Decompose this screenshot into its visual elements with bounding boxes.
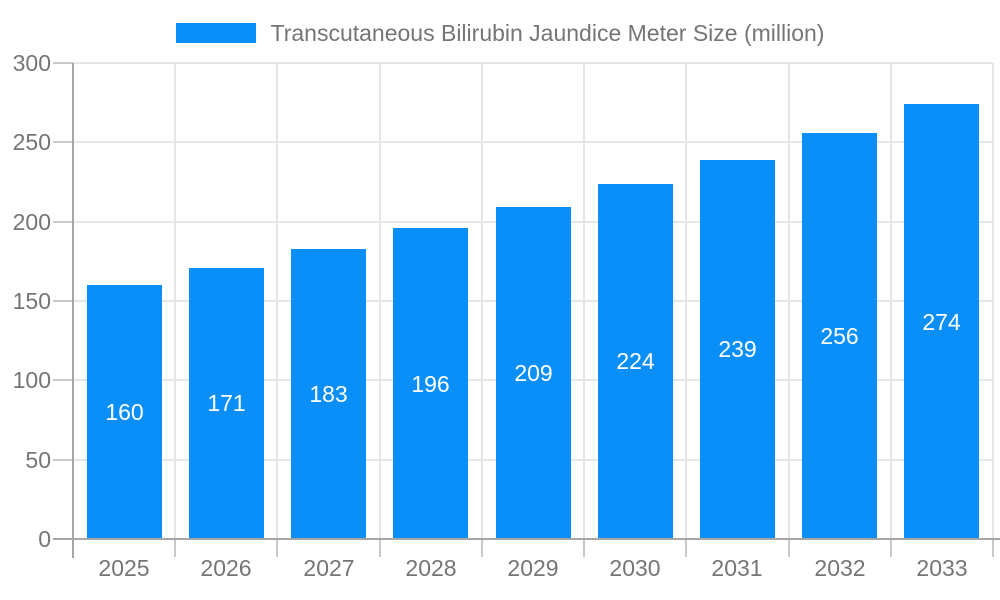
y-axis-label: 200: [12, 209, 51, 235]
bar-value-label: 196: [411, 371, 450, 397]
x-axis-tick: [992, 539, 994, 557]
grid-line-v: [583, 63, 585, 539]
bar-value-label: 274: [922, 309, 961, 335]
y-axis-tick: [53, 300, 73, 302]
y-axis-label: 300: [12, 50, 51, 76]
bar[interactable]: [802, 133, 877, 539]
x-axis-tick: [788, 539, 790, 557]
y-axis-tick: [53, 221, 73, 223]
bar[interactable]: [700, 160, 775, 539]
bar-value-label: 224: [616, 348, 655, 374]
grid-line-v: [890, 63, 892, 539]
bar[interactable]: [87, 285, 162, 539]
y-axis-label: 50: [25, 447, 51, 473]
bar-value-label: 171: [207, 390, 246, 416]
x-axis-tick: [174, 539, 176, 557]
grid-line-v: [685, 63, 687, 539]
x-axis-tick: [685, 539, 687, 557]
x-axis-tick: [890, 539, 892, 557]
grid-line-h: [73, 141, 993, 143]
bar[interactable]: [904, 104, 979, 539]
grid-line-v: [992, 63, 994, 539]
bar-value-label: 256: [820, 323, 859, 349]
y-axis-tick: [53, 141, 73, 143]
grid-line-v: [788, 63, 790, 539]
grid-line-v: [379, 63, 381, 539]
y-axis-label: 0: [38, 526, 51, 552]
bar[interactable]: [291, 249, 366, 539]
legend-swatch: [175, 23, 256, 43]
y-axis-label: 150: [12, 288, 51, 314]
y-axis-line: [72, 63, 74, 558]
y-axis-label: 100: [12, 367, 51, 393]
x-axis-line: [53, 538, 1000, 540]
legend-item[interactable]: Transcutaneous Bilirubin Jaundice Meter …: [175, 19, 825, 47]
bar[interactable]: [189, 268, 264, 539]
bar[interactable]: [496, 207, 571, 539]
legend-label: Transcutaneous Bilirubin Jaundice Meter …: [270, 19, 825, 46]
y-axis-tick: [53, 459, 73, 461]
y-axis-tick: [53, 379, 73, 381]
x-axis-label: 2029: [507, 555, 559, 581]
bar[interactable]: [393, 228, 468, 539]
grid-line-h: [73, 62, 993, 64]
x-axis-label: 2026: [200, 555, 252, 581]
x-axis-label: 2031: [711, 555, 763, 581]
bar-value-label: 183: [309, 381, 348, 407]
x-axis-label: 2032: [814, 555, 866, 581]
grid-line-v: [481, 63, 483, 539]
y-axis-tick: [53, 62, 73, 64]
bar[interactable]: [598, 184, 673, 539]
grid-line-v: [174, 63, 176, 539]
bar-value-label: 209: [514, 360, 553, 386]
x-axis-tick: [583, 539, 585, 557]
grid-line-v: [276, 63, 278, 539]
x-axis-label: 2028: [405, 555, 457, 581]
x-axis-label: 2033: [916, 555, 968, 581]
x-axis-tick: [379, 539, 381, 557]
y-axis-label: 250: [12, 129, 51, 155]
x-axis-tick: [276, 539, 278, 557]
bar-value-label: 239: [718, 336, 757, 362]
x-axis-label: 2027: [303, 555, 355, 581]
x-axis-label: 2030: [609, 555, 661, 581]
x-axis-tick: [481, 539, 483, 557]
x-axis-label: 2025: [98, 555, 150, 581]
bar-value-label: 160: [105, 399, 144, 425]
legend: Transcutaneous Bilirubin Jaundice Meter …: [0, 19, 1000, 47]
